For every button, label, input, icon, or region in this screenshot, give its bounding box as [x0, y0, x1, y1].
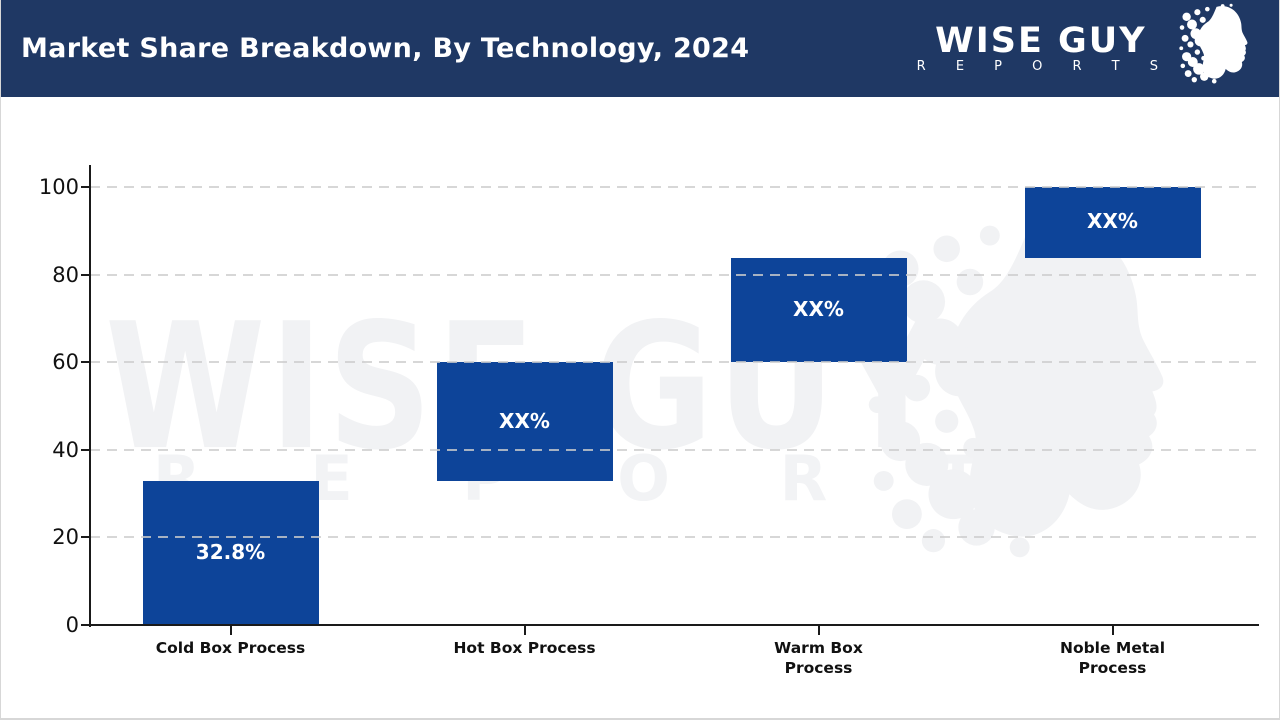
header-bar: Market Share Breakdown, By Technology, 2… — [1, 0, 1279, 97]
y-tick-label: 20 — [52, 525, 79, 550]
logo-subtitle: R E P O R T S — [916, 58, 1171, 74]
x-axis-tick — [229, 626, 232, 635]
y-axis-line — [89, 165, 91, 627]
y-tick-label: 0 — [65, 613, 79, 637]
x-axis-tick — [523, 626, 526, 635]
y-tick-label: 100 — [38, 175, 79, 199]
x-axis-tick — [1111, 626, 1114, 635]
x-category-label: Hot Box Process — [453, 639, 596, 657]
gridline-100 — [90, 186, 1259, 188]
x-category-label: Noble Metal Process — [1059, 639, 1166, 677]
bar-4 — [1024, 187, 1201, 258]
wiseguy-logo: WISE GUY R E P O R T S — [911, 3, 1257, 95]
y-axis-tick — [81, 448, 90, 451]
y-axis-tick — [81, 361, 90, 364]
bar-value-label: XX% — [793, 297, 844, 322]
x-category-label: Cold Box Process — [155, 639, 306, 657]
gridline-60 — [90, 361, 1259, 364]
wiseguy-logo-text: WISE GUY R E P O R T S — [911, 23, 1171, 75]
gridline-20 — [90, 536, 1259, 539]
chart-area: WISE GUY R E P O R T S 0 20 40 60 80 100 32.8%… — [1, 97, 1279, 718]
wiseguy-head-icon — [1173, 3, 1257, 95]
logo-wordmark: WISE GUY — [935, 20, 1147, 61]
y-axis-tick — [81, 186, 90, 188]
bar-2 — [436, 362, 613, 482]
watermark-head-icon — [857, 209, 1189, 607]
y-tick-label: 80 — [52, 262, 79, 287]
bar-value-label: XX% — [499, 408, 550, 433]
y-axis-tick — [81, 624, 90, 626]
gridline-80 — [90, 273, 1259, 276]
y-axis-tick — [81, 273, 90, 276]
bar-1 — [142, 481, 319, 625]
bar-value-label: 32.8% — [195, 540, 266, 565]
gridline-40 — [90, 448, 1259, 451]
x-axis-tick — [817, 626, 820, 635]
x-axis-line — [89, 624, 1259, 626]
y-tick-label: 60 — [52, 350, 79, 375]
page-title: Market Share Breakdown, By Technology, 2… — [21, 33, 750, 64]
bar-value-label: XX% — [1087, 209, 1138, 234]
y-tick-label: 40 — [52, 437, 79, 462]
x-category-label: Warm Box Process — [774, 639, 863, 677]
y-axis-tick — [81, 536, 90, 539]
